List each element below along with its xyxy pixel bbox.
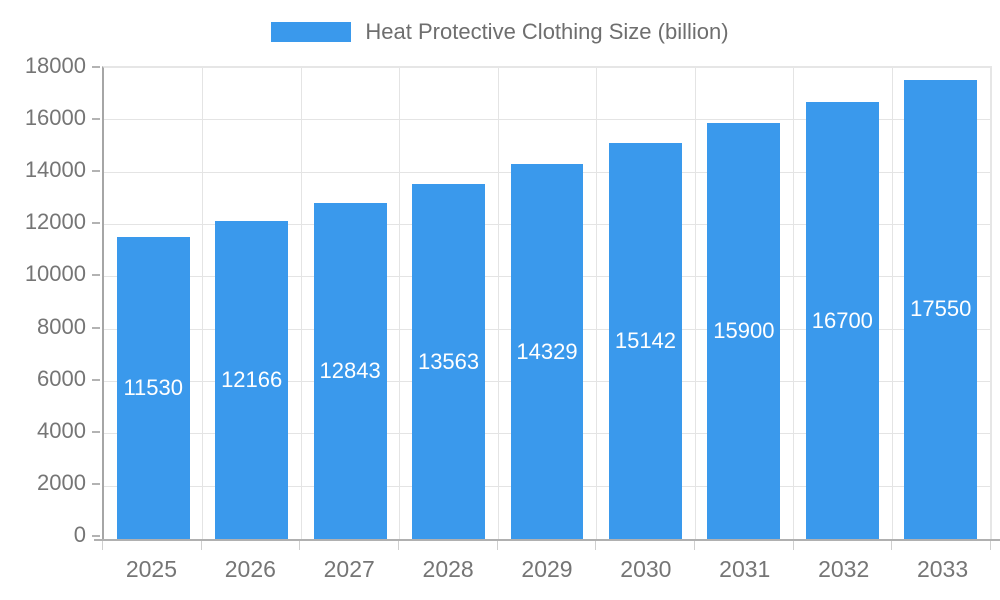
y-tick-label: 0 (73, 522, 86, 547)
x-tick (299, 541, 301, 550)
x-tick-label: 2031 (719, 556, 771, 582)
y-tick-label: 14000 (24, 157, 86, 183)
bar-2025[interactable]: 11530 (116, 237, 190, 539)
bar-2029[interactable]: 14329 (510, 164, 584, 539)
x-tick-label: 2030 (620, 556, 672, 582)
vertical-gridline (202, 68, 204, 539)
bar-value-label: 12166 (221, 366, 283, 392)
x-tick (891, 541, 893, 550)
x-axis: 2025 2026 2027 2028 2029 2030 2031 2032 2033 (102, 556, 992, 588)
y-tick (92, 430, 100, 433)
y-tick (92, 482, 100, 485)
legend-label[interactable]: Heat Protective Clothing Size (billion) (365, 19, 729, 44)
bar-2028[interactable]: 13563 (412, 184, 485, 539)
y-tick (92, 66, 100, 68)
vertical-gridline (891, 68, 893, 539)
x-tick (595, 541, 597, 550)
y-tick-label: 18000 (24, 53, 86, 78)
y-tick (92, 118, 100, 121)
x-axis-line (94, 539, 1000, 541)
y-tick (92, 378, 100, 381)
x-tick-label: 2025 (125, 556, 178, 582)
plot-area: 11530 12166 12843 13563 14329 15142 15900 16700… (102, 66, 992, 539)
x-tick (102, 541, 103, 550)
y-tick (92, 222, 100, 225)
bar-2030[interactable]: 15142 (609, 142, 682, 539)
bar-2026[interactable]: 12166 (215, 220, 289, 539)
vertical-gridline (694, 68, 696, 539)
bar-value-label: 17550 (910, 296, 972, 322)
y-tick-label: 16000 (24, 105, 86, 131)
bar-value-label: 16700 (811, 307, 873, 333)
y-axis: 0 2000 4000 6000 8000 10000 12000 14000 16000 180… (0, 53, 86, 547)
bar-2032[interactable]: 16700 (805, 102, 879, 539)
x-tick-label: 2027 (323, 556, 375, 582)
y-tick (92, 170, 100, 173)
x-tick-label: 2029 (521, 556, 573, 582)
vertical-gridline (793, 68, 795, 539)
y-tick (92, 326, 100, 329)
horizontal-gridline (104, 119, 990, 121)
x-tick-label: 2028 (422, 556, 474, 582)
bar-value-label: 12843 (319, 357, 381, 383)
vertical-gridline (596, 68, 598, 539)
legend-item[interactable]: Heat Protective Clothing Size (billion) (0, 14, 1000, 50)
vertical-gridline (497, 68, 499, 539)
x-tick (200, 541, 202, 550)
x-tick-label: 2032 (818, 556, 870, 582)
y-tick-label: 12000 (24, 209, 86, 235)
bar-value-label: 11530 (123, 375, 183, 401)
x-tick (694, 541, 695, 550)
y-tick-label: 6000 (37, 365, 86, 391)
vertical-gridline (300, 68, 302, 539)
bar-value-label: 15900 (713, 317, 775, 343)
bar-2033[interactable]: 17550 (904, 79, 978, 539)
bar-value-label: 13563 (417, 348, 480, 374)
bar-2031[interactable]: 15900 (707, 122, 781, 539)
y-tick-label: 10000 (24, 261, 86, 287)
bar-value-label: 15142 (614, 327, 677, 353)
y-tick-label: 8000 (37, 313, 86, 339)
bar-2027[interactable]: 12843 (313, 202, 387, 539)
x-tick-label: 2033 (916, 556, 969, 582)
x-tick (792, 541, 794, 550)
bar-value-label: 14329 (516, 338, 578, 364)
legend-swatch[interactable] (271, 22, 352, 42)
vertical-gridline (399, 68, 401, 539)
x-tick (496, 541, 498, 550)
x-tick (990, 541, 991, 550)
y-tick-label: 2000 (37, 469, 86, 495)
y-tick-label: 4000 (37, 417, 86, 443)
x-tick-label: 2026 (224, 556, 276, 582)
y-tick (92, 274, 100, 277)
y-tick (92, 535, 100, 537)
x-tick (398, 541, 399, 550)
